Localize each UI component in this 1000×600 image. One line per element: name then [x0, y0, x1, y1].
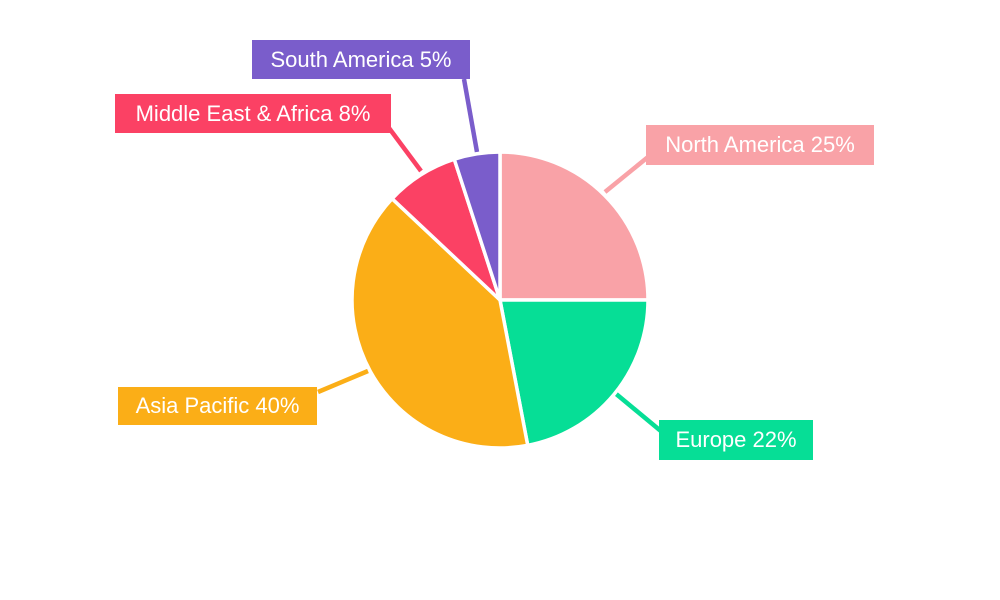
label-middle-east-africa: Middle East & Africa 8% [115, 94, 391, 133]
pie-slice-europe[interactable] [498, 298, 650, 448]
pie-slice-asia-pacific[interactable] [350, 196, 530, 450]
leader-line-south-america [461, 78, 480, 153]
leader-line-middle-east-africa [387, 126, 423, 173]
leader-line-europe [613, 391, 664, 434]
label-asia-pacific: Asia Pacific 40% [118, 387, 317, 425]
leader-line-asia-pacific [317, 368, 369, 395]
pie-slice-north-america[interactable] [498, 150, 650, 302]
pie-slice-south-america[interactable] [452, 150, 502, 302]
label-north-america: North America 25% [646, 125, 874, 165]
label-south-america: South America 5% [252, 40, 470, 79]
pie-slices-group [350, 150, 650, 450]
leader-line-north-america [603, 155, 650, 194]
label-europe: Europe 22% [659, 420, 813, 460]
